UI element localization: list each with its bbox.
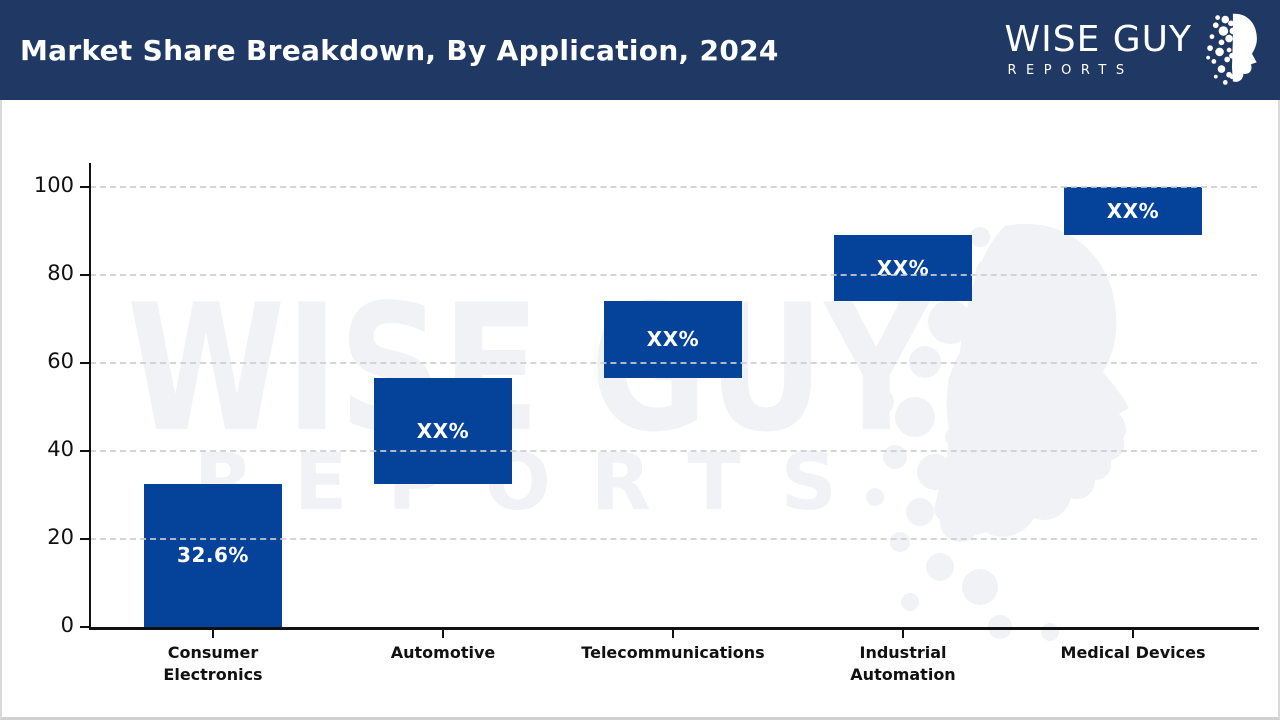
page-title: Market Share Breakdown, By Application, …: [20, 33, 779, 67]
y-gridline: [90, 274, 1257, 276]
y-axis-tick-label: 0: [60, 613, 74, 637]
y-axis-tick: [80, 362, 90, 364]
bar-value-label: XX%: [1106, 198, 1160, 223]
logo-head-icon: [1206, 13, 1257, 85]
y-gridline: [90, 186, 1257, 188]
bar-value-label: 32.6%: [177, 543, 249, 568]
bar-value-label: XX%: [646, 327, 700, 352]
waterfall-chart: WISE GUY REPORTS 0 20 40 60 80 100 32.6% Consum…: [0, 100, 1280, 720]
waterfall-bar: XX%: [604, 300, 742, 378]
bar-value-label: XX%: [876, 255, 930, 280]
y-axis-tick: [80, 450, 90, 452]
x-axis-tick: [902, 630, 904, 638]
y-axis-line: [89, 163, 91, 630]
y-gridline: [90, 362, 1257, 364]
x-axis-tick: [442, 630, 444, 638]
y-axis-tick-label: 100: [33, 173, 74, 197]
y-axis-tick-label: 80: [47, 261, 74, 285]
x-axis-tick: [672, 630, 674, 638]
y-gridline: [90, 450, 1257, 452]
bar-value-label: XX%: [416, 418, 470, 443]
waterfall-bar: XX%: [834, 234, 972, 301]
header: Market Share Breakdown, By Application, …: [0, 0, 1280, 100]
watermark-wordmark: WISE GUY: [127, 268, 929, 471]
logo-title: WISE GUY: [1004, 19, 1192, 60]
x-axis-category-label: Automotive: [390, 643, 496, 662]
y-axis-tick: [80, 538, 90, 540]
x-axis-category-label: Industrial Automation: [850, 643, 956, 684]
x-axis-category-label: Consumer Electronics: [163, 643, 263, 684]
x-axis-tick: [1132, 630, 1134, 638]
y-axis-tick: [80, 274, 90, 276]
x-axis-category-label: Telecommunications: [581, 643, 765, 662]
y-axis-tick-label: 60: [47, 349, 74, 373]
logo-wordmark: WISE GUY REPORTS: [1004, 19, 1193, 79]
y-axis-tick: [80, 626, 90, 628]
y-gridline: [90, 538, 1257, 540]
y-axis-tick-label: 40: [47, 437, 74, 461]
wise-guy-logo: WISE GUY REPORTS: [1005, 10, 1263, 90]
x-axis-line: [89, 627, 1259, 630]
x-axis-tick: [212, 630, 214, 638]
y-axis-tick-label: 20: [47, 525, 74, 549]
waterfall-bar: XX%: [1064, 187, 1202, 235]
waterfall-bar: XX%: [374, 377, 512, 484]
y-axis-tick: [80, 186, 90, 188]
waterfall-bar: 32.6%: [144, 483, 282, 627]
x-axis-category-label: Medical Devices: [1060, 643, 1206, 662]
logo-subtitle: REPORTS: [1007, 63, 1134, 78]
